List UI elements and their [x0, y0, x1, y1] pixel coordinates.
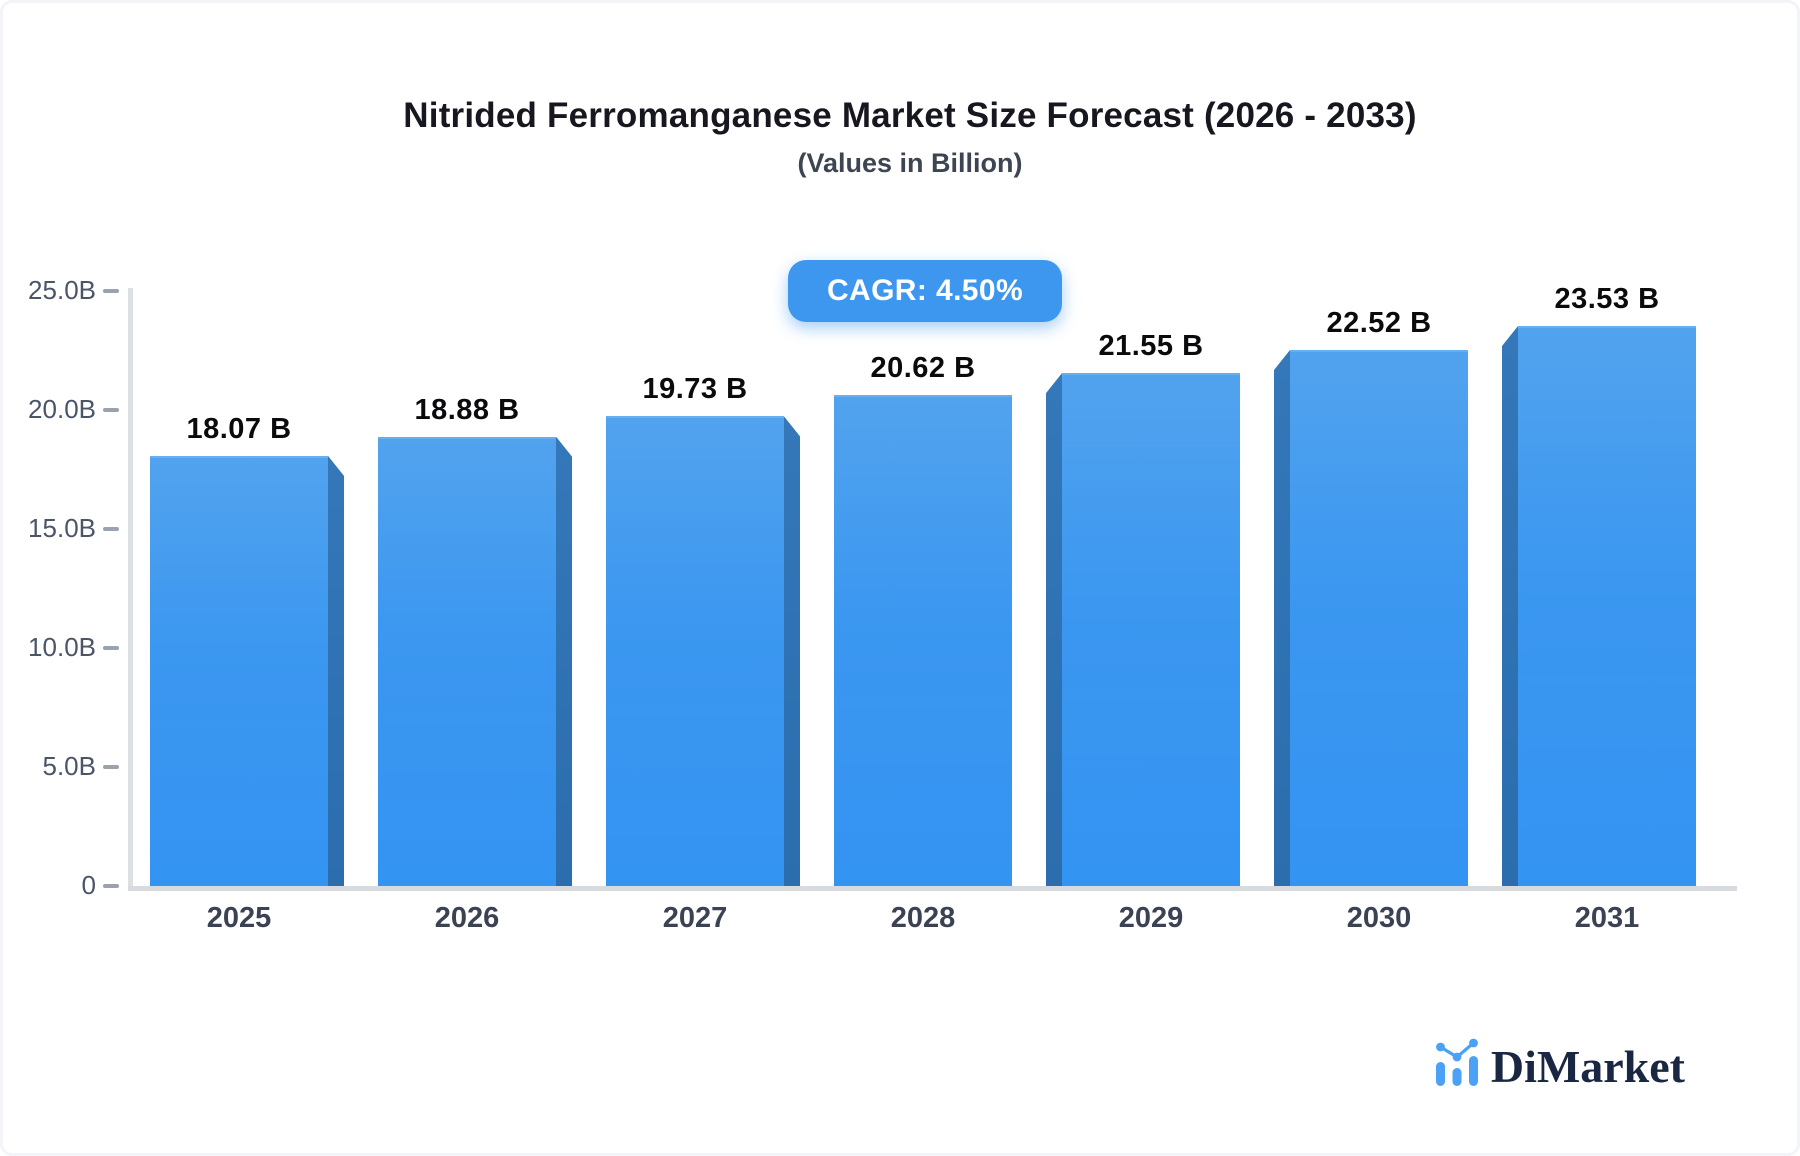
bar-value-label: 18.07 B — [186, 412, 292, 445]
y-axis-tick-label: 15.0B — [28, 513, 96, 543]
cagr-badge: CAGR: 4.50% — [788, 260, 1062, 322]
bar-2025 — [150, 455, 328, 886]
bar-side-face — [1046, 373, 1062, 886]
bar-2028 — [834, 395, 1012, 886]
bar-side-face — [556, 436, 572, 886]
bar-chart-logo-icon — [1435, 1038, 1479, 1093]
y-axis-tick-label: 0 — [81, 870, 96, 900]
bar-value-label: 22.52 B — [1326, 307, 1432, 340]
y-axis-tick-label: 5.0B — [42, 751, 97, 781]
y-axis-tick — [103, 289, 119, 293]
bar-value-label: 21.55 B — [1098, 330, 1204, 363]
y-axis-tick — [103, 527, 119, 531]
logo-text: DiMarket — [1490, 1041, 1685, 1092]
y-axis-tick — [103, 765, 119, 769]
x-axis-label: 2031 — [1574, 902, 1640, 934]
dimarket-logo: DiMarket — [1435, 1038, 1685, 1093]
bar-2031 — [1518, 325, 1696, 886]
bar-2029 — [1062, 373, 1240, 886]
x-axis-line — [128, 886, 1737, 891]
bar-value-label: 23.53 B — [1554, 282, 1660, 315]
bar-side-face — [784, 416, 800, 886]
y-axis-tick-label: 10.0B — [28, 632, 96, 662]
y-axis-tick — [103, 646, 119, 650]
bar-2026 — [378, 436, 556, 886]
bar-value-label: 19.73 B — [642, 373, 748, 406]
bar-side-face — [328, 455, 344, 886]
x-axis-label: 2027 — [662, 902, 728, 934]
y-axis-tick-label: 25.0B — [28, 275, 96, 305]
bar-value-label: 18.88 B — [414, 393, 520, 426]
x-axis-label: 2030 — [1346, 902, 1412, 934]
chart-title: Nitrided Ferromanganese Market Size Fore… — [403, 96, 1417, 135]
y-axis-tick-label: 20.0B — [28, 394, 96, 424]
bar-2030 — [1290, 350, 1468, 886]
y-axis-tick — [103, 408, 119, 412]
x-axis-label: 2028 — [890, 902, 956, 934]
y-axis-line — [128, 288, 133, 888]
x-axis-label: 2029 — [1118, 902, 1184, 934]
bar-2027 — [606, 416, 784, 886]
x-axis-label: 2026 — [434, 902, 500, 934]
y-axis-tick — [103, 884, 119, 888]
bar-value-label: 20.62 B — [870, 352, 976, 385]
chart-subtitle: (Values in Billion) — [797, 148, 1023, 178]
bar-side-face — [1274, 350, 1290, 886]
x-axis-label: 2025 — [206, 902, 272, 934]
bar-side-face — [1502, 325, 1518, 886]
